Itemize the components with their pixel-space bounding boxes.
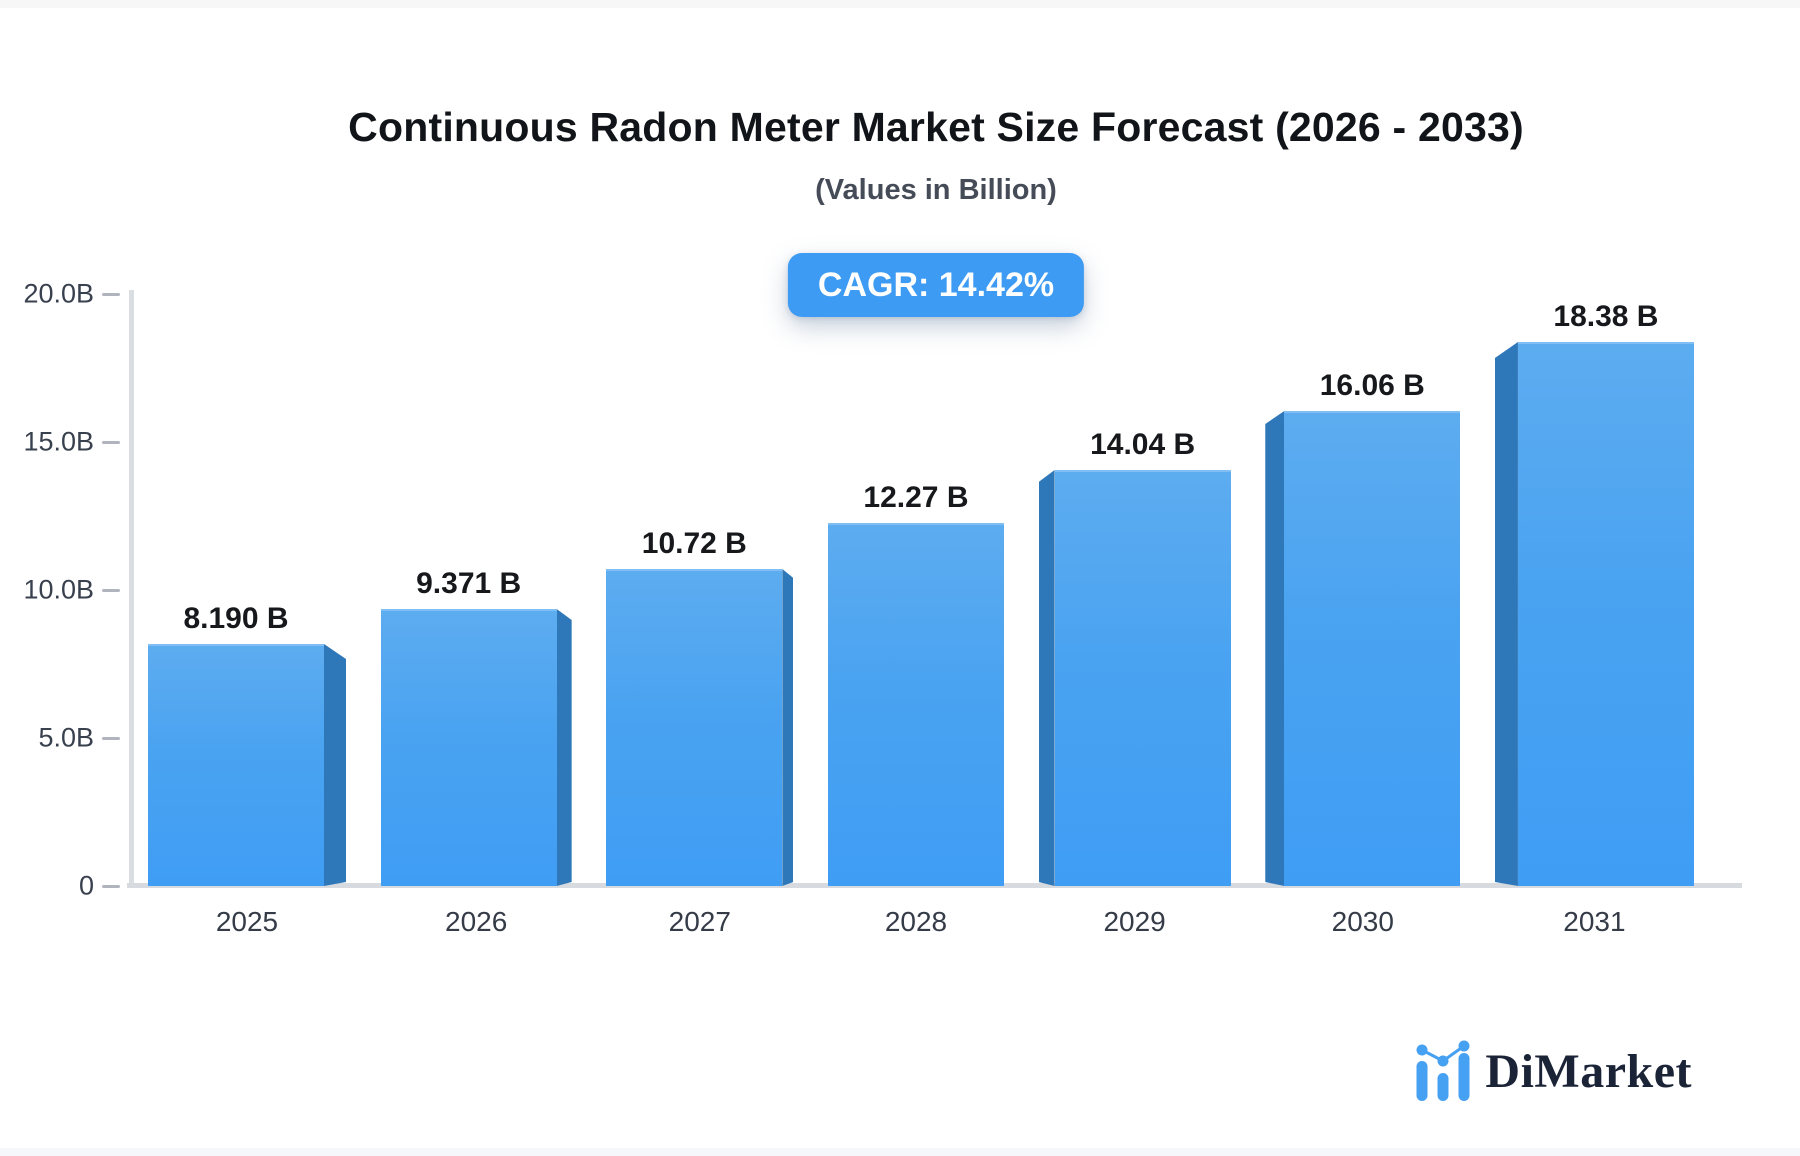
bar-face [148,644,324,886]
bar-value-label: 10.72 B [641,527,747,560]
brand-name: DiMarket [1485,1044,1692,1098]
bar-2031[interactable]: 18.38 B 2031 [1495,300,1694,937]
bar-3d-side [324,644,346,886]
tick-mark [102,885,120,888]
dimarket-logo-icon [1416,1040,1470,1101]
brand-logo: DiMarket [1415,1040,1692,1102]
x-axis-year-label: 2028 [884,906,948,937]
bar-2025[interactable]: 8.190 B 2025 [148,602,346,937]
tick-mark [102,589,120,592]
tick-label: 20.0B [23,278,94,309]
bar-value-label: 8.190 B [183,602,289,635]
chart-subtitle: (Values in Billion) [815,174,1057,206]
bar-3d-side [1495,342,1518,886]
bar-face [380,609,557,886]
cagr-badge: CAGR: 14.42% [787,253,1085,317]
tick-label: 5.0B [38,722,94,753]
tick-mark [102,441,120,444]
bar-3d-side [782,569,793,886]
x-axis-year-label: 2025 [215,906,279,937]
x-axis-year-label: 2026 [445,906,508,937]
bar-value-label: 12.27 B [863,481,969,514]
bar-2030[interactable]: 16.06 B 2030 [1265,369,1461,937]
bar-value-label: 16.06 B [1319,369,1425,402]
bar-value-label: 9.371 B [416,567,522,600]
bar-face [827,523,1004,886]
bar-2029[interactable]: 14.04 B 2029 [1039,428,1231,937]
bar-2028[interactable]: 12.27 B 2028 [827,481,1004,937]
tick-mark [102,737,120,740]
bar-face [1284,411,1461,886]
bar-face [1517,342,1694,886]
bar-2027[interactable]: 10.72 B 2027 [606,527,793,937]
tick-label: 10.0B [23,574,94,605]
bottom-edge-strip [0,1148,1800,1156]
top-edge-strip [0,0,1800,8]
tick-mark [102,293,120,296]
bar-3d-side [1039,470,1055,886]
x-axis-year-label: 2030 [1331,906,1394,937]
bar-2026[interactable]: 9.371 B 2026 [380,567,572,937]
x-axis-year-label: 2029 [1103,906,1166,937]
bars-container: 8.190 B 2025 9.371 B 2026 10.72 B 2027 12.27 B… [148,286,1694,937]
x-axis-year-label: 2031 [1563,906,1626,937]
bar-3d-side [557,609,572,886]
plot-area: 20.0B 15.0B 10.0B 5.0B 0 8.190 B 2025 9.371 B 2… [23,279,1742,937]
bar-value-label: 18.38 B [1553,300,1659,333]
bar-value-label: 14.04 B [1090,428,1196,461]
tick-label: 15.0B [23,426,94,457]
bar-face [1054,470,1231,886]
y-axis-line [129,290,134,888]
tick-label: 0 [78,870,94,901]
bar-face [606,569,783,886]
x-axis-year-label: 2027 [668,906,731,937]
chart-title: Continuous Radon Meter Market Size Forec… [348,104,1524,150]
bar-3d-side [1265,411,1284,886]
